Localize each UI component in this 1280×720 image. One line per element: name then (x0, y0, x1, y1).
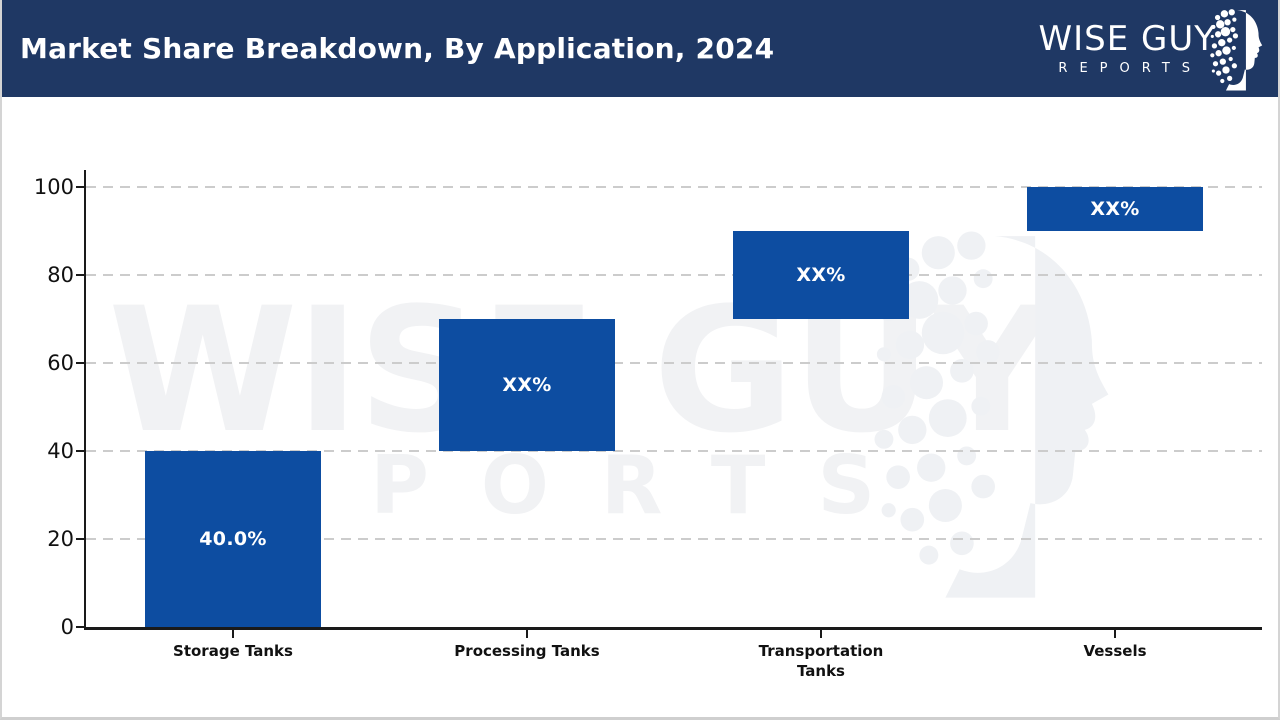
bar-value-label: XX% (502, 374, 552, 396)
bar-storage-tanks: 40.0% (145, 451, 321, 627)
y-tick-mark-0 (76, 626, 85, 628)
x-tick-mark-2 (820, 630, 822, 638)
logo-face-icon (1206, 7, 1268, 91)
y-tick-label-100: 100 (33, 175, 74, 199)
y-tick-label-20: 20 (47, 527, 74, 551)
y-tick-mark-100 (76, 186, 85, 188)
gridline-60 (86, 362, 1262, 364)
category-label-3: Vessels (1083, 642, 1147, 660)
y-tick-mark-80 (76, 274, 85, 276)
logo-brand-name: WISE GUY (1038, 19, 1216, 59)
wise-guy-logo: WISE GUY REPORTS (1038, 7, 1280, 91)
bar-transportation-tanks: XX% (733, 231, 909, 319)
x-tick-mark-1 (526, 630, 528, 638)
logo-brand-subtitle: REPORTS (1058, 61, 1203, 76)
x-tick-mark-0 (232, 630, 234, 638)
y-tick-mark-20 (76, 538, 85, 540)
y-tick-label-0: 0 (60, 615, 74, 639)
page-title: Market Share Breakdown, By Application, … (20, 32, 775, 65)
gridline-20 (86, 538, 1262, 540)
y-tick-label-40: 40 (47, 439, 74, 463)
bar-vessels: XX% (1027, 187, 1203, 231)
category-label-0: Storage Tanks (173, 642, 293, 660)
y-tick-mark-60 (76, 362, 85, 364)
logo-text: WISE GUY REPORTS (1038, 22, 1216, 75)
gridline-40 (86, 450, 1262, 452)
y-tick-label-80: 80 (47, 263, 74, 287)
y-axis-line (84, 170, 86, 630)
bar-processing-tanks: XX% (439, 319, 615, 451)
category-label-1: Processing Tanks (454, 642, 600, 660)
x-tick-mark-3 (1114, 630, 1116, 638)
category-label-2: Transportation Tanks (758, 642, 884, 681)
gridline-80 (86, 274, 1262, 276)
gridline-100 (86, 186, 1262, 188)
bar-value-label: XX% (796, 264, 846, 286)
x-axis-line (84, 627, 1262, 630)
bar-value-label: 40.0% (199, 528, 267, 550)
y-tick-mark-40 (76, 450, 85, 452)
header-bar: Market Share Breakdown, By Application, … (0, 0, 1280, 97)
y-tick-label-60: 60 (47, 351, 74, 375)
bar-value-label: XX% (1090, 198, 1140, 220)
